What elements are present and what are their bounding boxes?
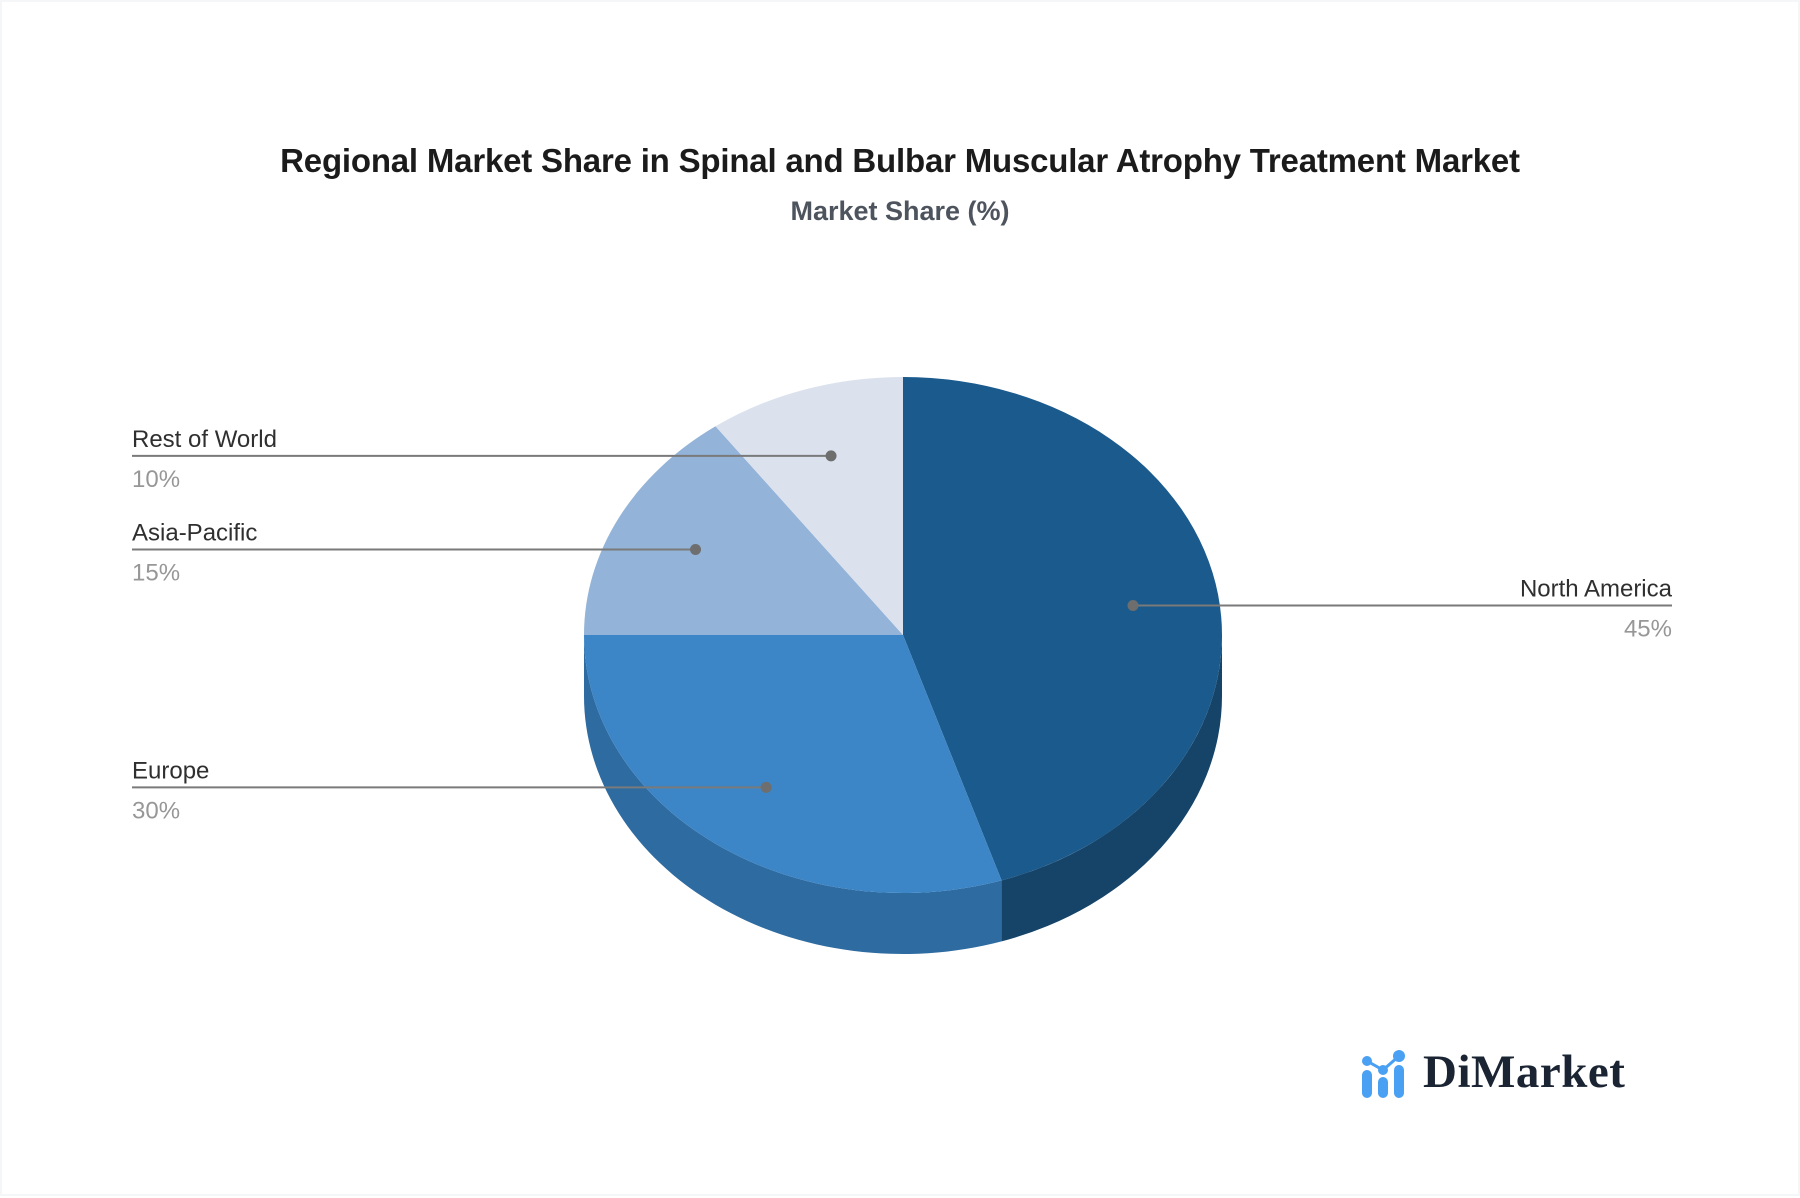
- chart-title: Regional Market Share in Spinal and Bulb…: [280, 142, 1520, 179]
- slice-value: 10%: [132, 466, 180, 493]
- leader-dot: [690, 543, 702, 555]
- pie-slices: [584, 377, 1222, 893]
- leader-lines: [132, 450, 1672, 793]
- leader-dot: [825, 450, 837, 462]
- leader-dot: [1127, 600, 1139, 612]
- pie-slice: [584, 426, 903, 635]
- brand-name: DiMarket: [1423, 1045, 1626, 1098]
- slice-value: 15%: [132, 559, 180, 586]
- brand-logo: DiMarket: [1362, 1040, 1625, 1104]
- pie-slice: [584, 635, 1002, 893]
- leader-dot: [760, 781, 772, 793]
- pie-slice: [715, 377, 903, 635]
- chart-subtitle: Market Share (%): [790, 196, 1010, 226]
- pie-slice: [903, 377, 1222, 881]
- slice-label: Rest of World: [132, 426, 277, 453]
- slice-label: North America: [1520, 576, 1673, 603]
- bar-line-chart-icon: [1362, 1050, 1405, 1098]
- pie-sides: [584, 635, 1222, 954]
- slice-label: Europe: [132, 757, 209, 784]
- slice-value: 45%: [1624, 616, 1672, 643]
- slice-labels: North America 45% Europe 30% Asia-Pacific 15%…: [132, 426, 1673, 824]
- slice-label: Asia-Pacific: [132, 519, 257, 546]
- pie-slice-side: [584, 635, 1002, 954]
- slice-value: 30%: [132, 797, 180, 824]
- pie-slice-side: [1001, 635, 1222, 942]
